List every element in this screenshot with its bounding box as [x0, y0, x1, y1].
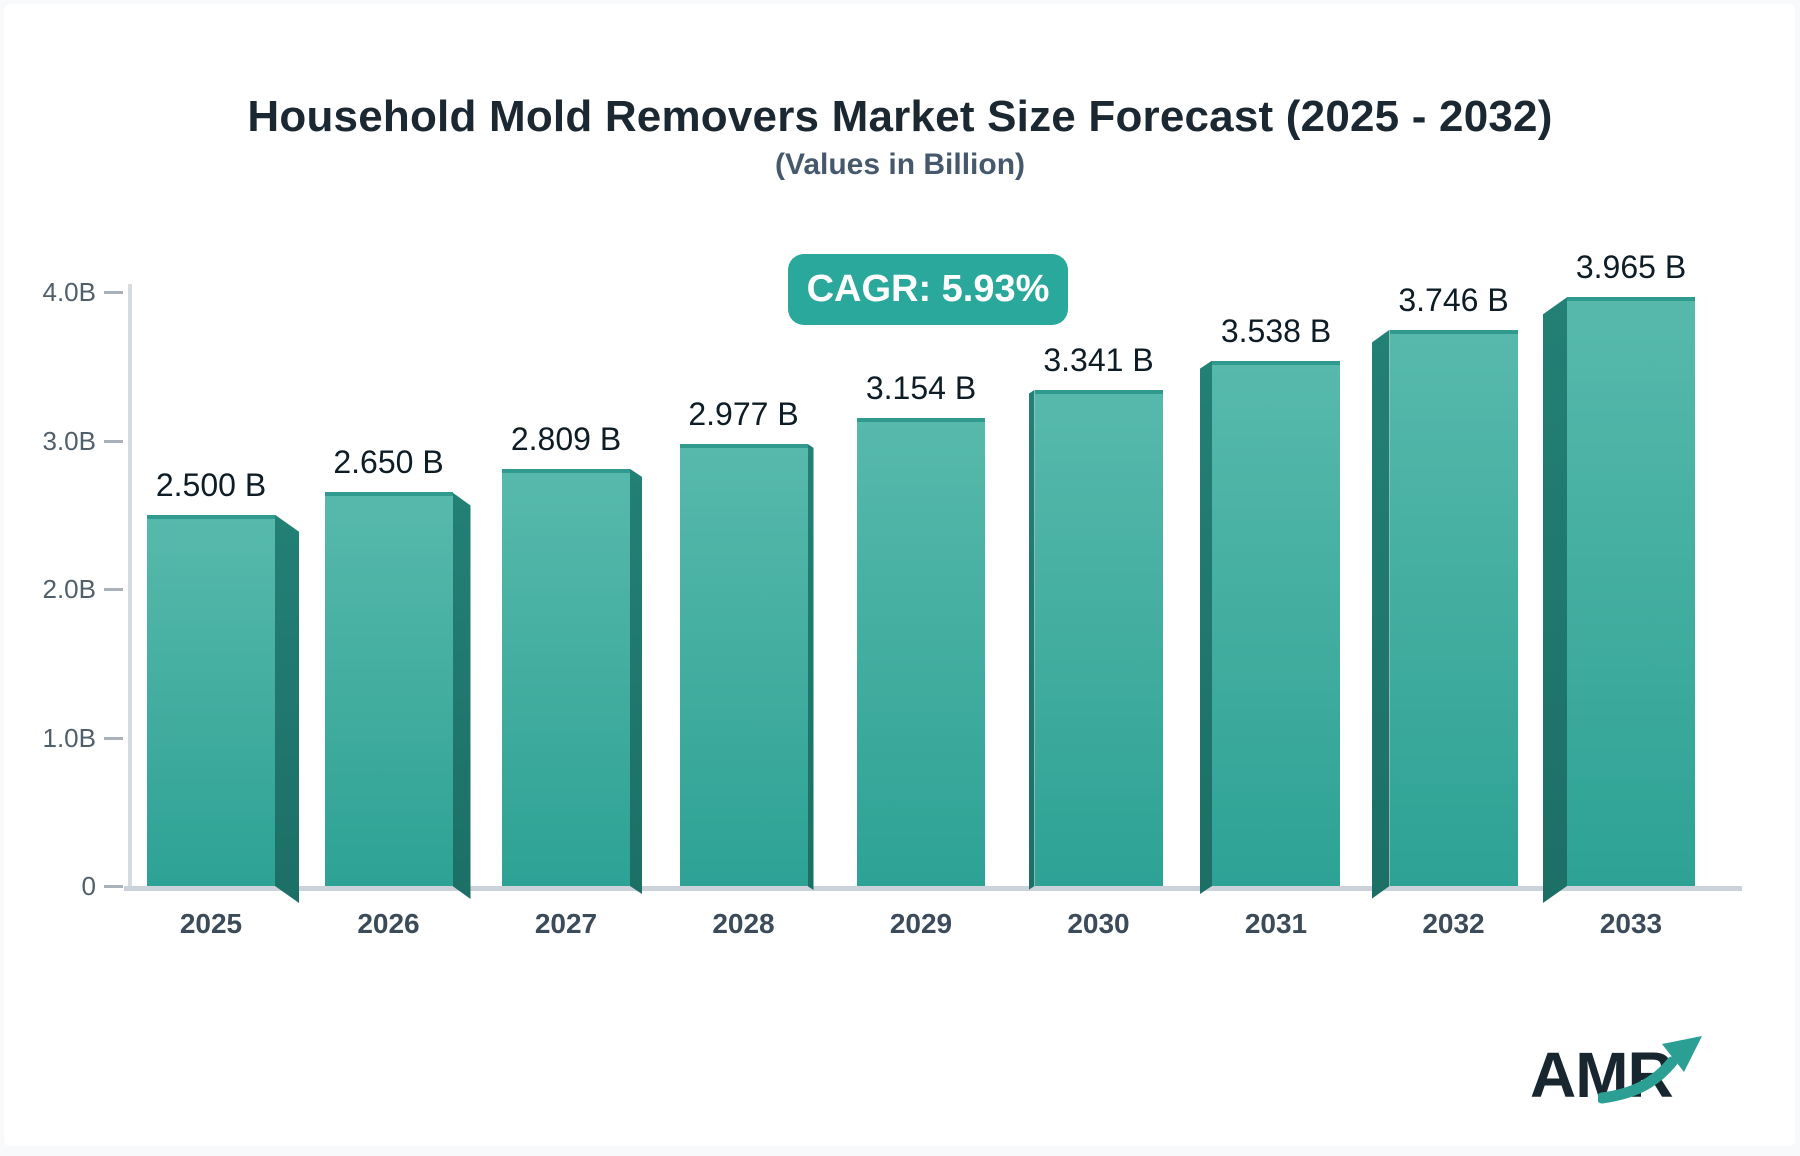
bar-2031: [1212, 360, 1340, 886]
y-tick-dash: [104, 588, 123, 591]
growth-arrow-icon: [1598, 1036, 1702, 1104]
x-tick-label: 2027: [534, 908, 598, 939]
bar-side-2027: [630, 468, 642, 894]
bar-side-2028: [807, 443, 814, 890]
bar-value-label: 2.650 B: [333, 444, 444, 481]
bar-2027: [502, 468, 630, 886]
bar-2026: [324, 492, 453, 886]
bar-2032: [1389, 329, 1518, 886]
x-tick-label: 2033: [1599, 908, 1663, 939]
x-tick-label: 2026: [357, 908, 420, 939]
y-tick-label: 0: [81, 871, 96, 901]
x-axis-line: [124, 886, 1742, 891]
bar-side-2026: [452, 492, 471, 899]
y-tick-label: 1.0B: [42, 722, 97, 753]
bar-value-label: 3.154 B: [865, 369, 977, 406]
bar-side-2031: [1200, 360, 1212, 894]
bar-value-label: 2.977 B: [688, 395, 799, 432]
bar-2030: [1034, 389, 1163, 886]
bar-2033: [1567, 297, 1695, 886]
bar-value-label: 3.746 B: [1398, 281, 1509, 318]
y-tick-dash: [104, 291, 123, 294]
bar-2029: [857, 417, 985, 886]
bar-side-2032: [1371, 329, 1390, 899]
bar-2028: [679, 443, 808, 886]
x-tick-label: 2028: [712, 908, 775, 939]
cagr-badge: CAGR: 5.93%: [788, 254, 1068, 325]
bar-value-label: 2.809 B: [510, 420, 622, 457]
bar-value-label: 2.500 B: [155, 466, 267, 503]
y-tick-dash: [104, 439, 123, 443]
bar-value-label: 3.965 B: [1575, 249, 1687, 286]
bar-2025: [147, 514, 275, 886]
x-tick-label: 2032: [1422, 908, 1485, 939]
x-tick-label: 2031: [1244, 908, 1308, 939]
y-tick-label: 2.0B: [42, 574, 97, 604]
bar-value-label: 3.538 B: [1220, 312, 1332, 349]
chart-subtitle: (Values in Billion): [774, 148, 1026, 181]
y-tick-label: 4.0B: [42, 277, 97, 307]
bar-value-label: 3.341 B: [1043, 341, 1154, 378]
bar-side-2030: [1028, 389, 1035, 890]
x-tick-label: 2025: [179, 908, 243, 939]
y-tick-dash: [104, 885, 123, 888]
chart-title: Household Mold Removers Market Size Fore…: [247, 92, 1553, 141]
y-axis-line: [128, 284, 132, 886]
x-tick-label: 2030: [1067, 908, 1130, 939]
y-tick-dash: [104, 736, 123, 740]
x-tick-label: 2029: [889, 908, 953, 939]
bar-side-2033: [1543, 297, 1567, 903]
bar-side-2025: [275, 514, 299, 903]
y-tick-label: 3.0B: [42, 425, 97, 456]
